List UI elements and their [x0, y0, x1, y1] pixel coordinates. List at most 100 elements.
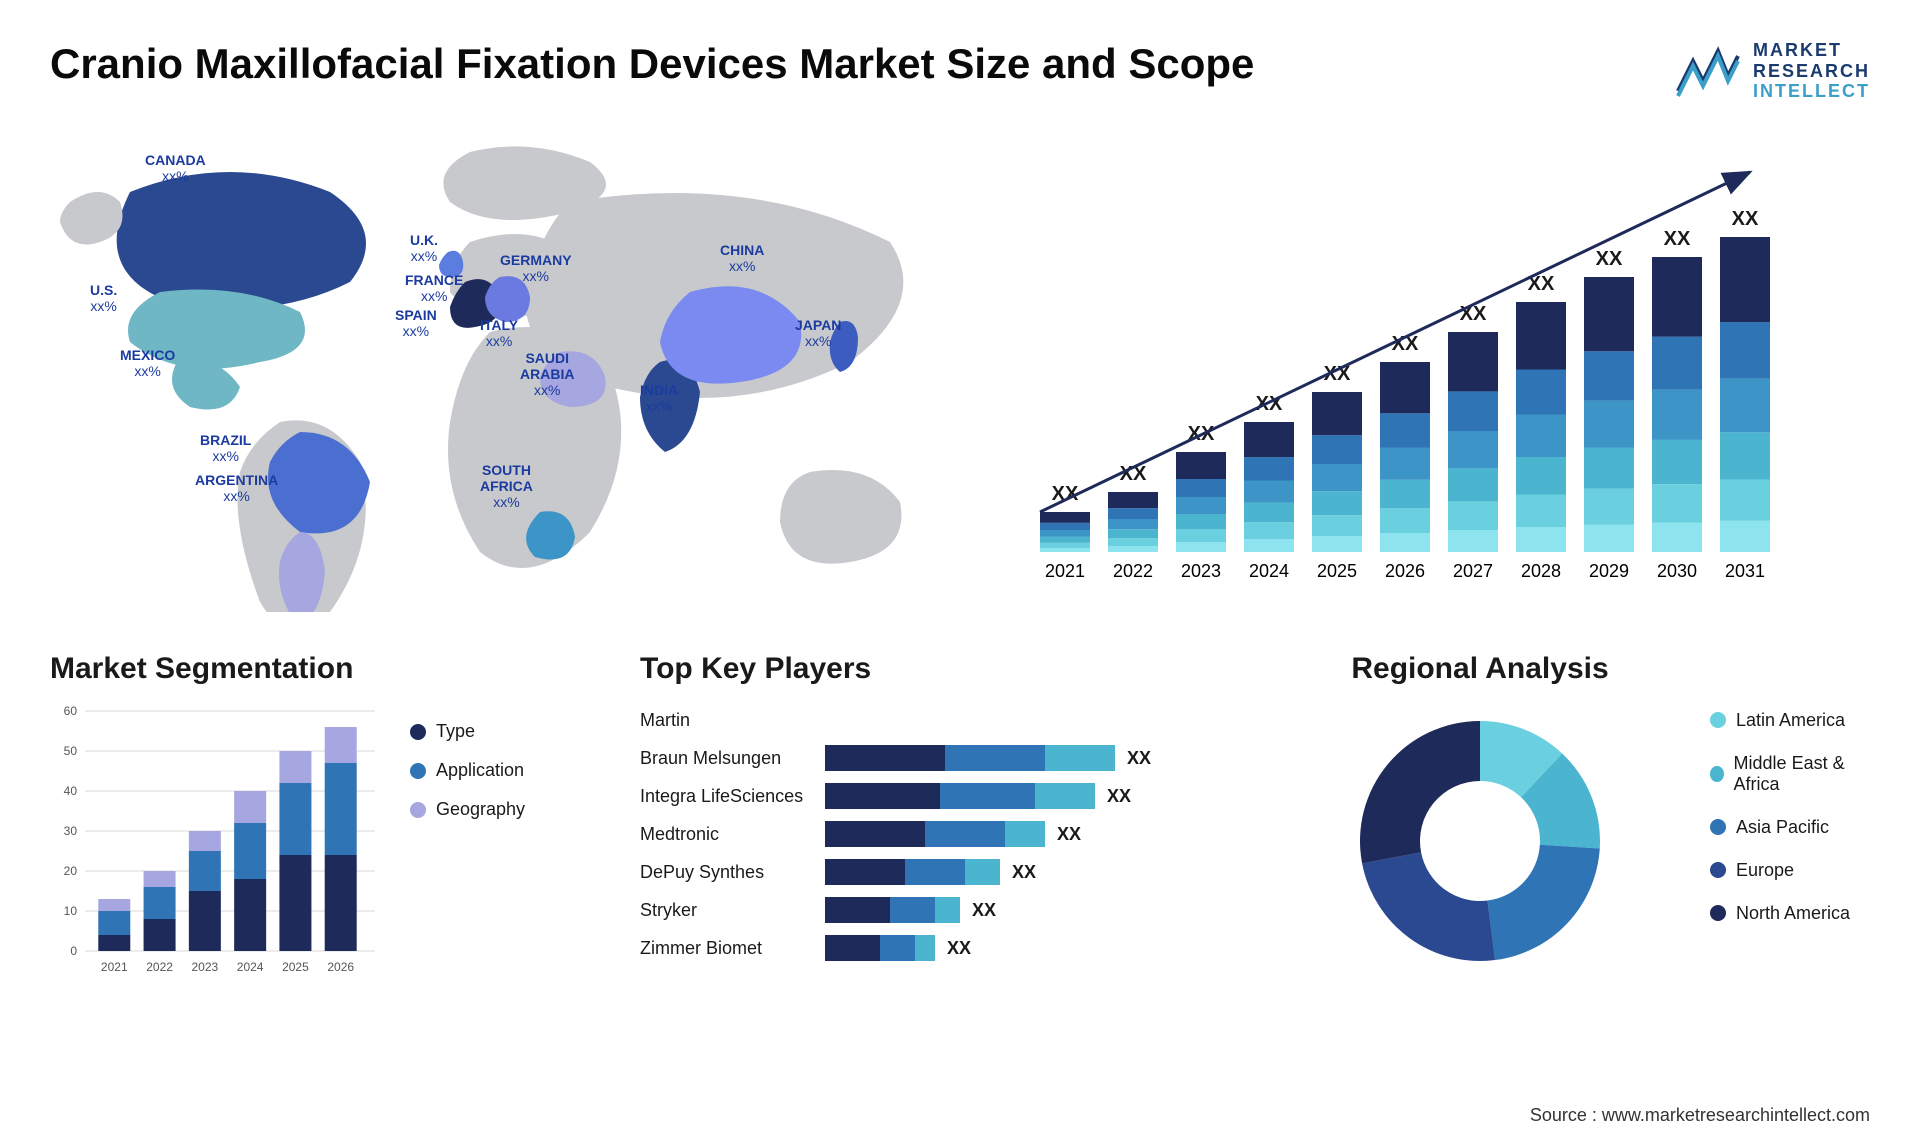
- svg-text:XX: XX: [1460, 303, 1487, 325]
- svg-text:2028: 2028: [1521, 561, 1561, 581]
- brand-logo: MARKET RESEARCH INTELLECT: [1673, 40, 1870, 102]
- svg-text:2023: 2023: [1181, 561, 1221, 581]
- svg-text:0: 0: [70, 944, 77, 958]
- segmentation-title: Market Segmentation: [50, 652, 610, 686]
- player-bar-segment: [905, 859, 965, 885]
- logo-line1: MARKET: [1753, 40, 1870, 61]
- map-label-spain: SPAINxx%: [395, 307, 437, 339]
- map-label-germany: GERMANYxx%: [500, 252, 572, 284]
- svg-text:2026: 2026: [1385, 561, 1425, 581]
- player-value: XX: [1107, 786, 1131, 807]
- svg-text:2030: 2030: [1657, 561, 1697, 581]
- segmentation-legend: Type Application Geography: [410, 721, 525, 981]
- player-bar-segment: [925, 821, 1005, 847]
- player-bar-segment: [825, 783, 940, 809]
- player-bar: [825, 935, 935, 961]
- player-value: XX: [1012, 862, 1036, 883]
- legend-item: Asia Pacific: [1710, 817, 1870, 838]
- map-label-u-s-: U.S.xx%: [90, 282, 117, 314]
- map-label-canada: CANADAxx%: [145, 152, 206, 184]
- legend-label: Type: [436, 721, 475, 742]
- player-row: MedtronicXX: [640, 815, 1260, 853]
- svg-text:20: 20: [64, 864, 78, 878]
- player-bar-segment: [940, 783, 1035, 809]
- player-name: Stryker: [640, 900, 810, 921]
- player-value: XX: [972, 900, 996, 921]
- player-row: Stryker XX: [640, 891, 1260, 929]
- main-bar-chart: XX2021XX2022XX2023XX2024XX2025XX2026XX20…: [1010, 132, 1870, 612]
- legend-item: Middle East & Africa: [1710, 753, 1870, 795]
- market-segmentation-section: Market Segmentation 01020304050602021202…: [50, 652, 610, 981]
- map-label-south-africa: SOUTHAFRICAxx%: [480, 462, 533, 510]
- legend-swatch: [410, 763, 426, 779]
- svg-text:2024: 2024: [237, 960, 264, 974]
- svg-text:2025: 2025: [1317, 561, 1357, 581]
- player-bar-segment: [945, 745, 1045, 771]
- map-label-u-k-: U.K.xx%: [410, 232, 438, 264]
- map-label-japan: JAPANxx%: [795, 317, 841, 349]
- svg-text:40: 40: [64, 784, 78, 798]
- legend-swatch: [410, 724, 426, 740]
- player-name: DePuy Synthes: [640, 862, 810, 883]
- player-bar-segment: [935, 897, 960, 923]
- legend-label: North America: [1736, 903, 1850, 924]
- player-row: Zimmer BiometXX: [640, 929, 1260, 967]
- player-bar: [825, 783, 1095, 809]
- legend-swatch: [1710, 905, 1726, 921]
- legend-label: Application: [436, 760, 524, 781]
- map-label-saudi-arabia: SAUDIARABIAxx%: [520, 350, 574, 398]
- player-name: Martin: [640, 710, 810, 731]
- player-bar-segment: [1045, 745, 1115, 771]
- legend-swatch: [1710, 862, 1726, 878]
- player-row: Braun Melsungen XX: [640, 739, 1260, 777]
- legend-swatch: [410, 802, 426, 818]
- player-bar-segment: [825, 821, 925, 847]
- svg-text:XX: XX: [1664, 228, 1691, 250]
- map-label-argentina: ARGENTINAxx%: [195, 472, 278, 504]
- svg-text:2024: 2024: [1249, 561, 1289, 581]
- svg-text:2027: 2027: [1453, 561, 1493, 581]
- world-map: CANADAxx% U.S.xx% MEXICOxx% BRAZILxx% ARGENT…: [50, 132, 970, 612]
- player-bar: [825, 897, 960, 923]
- legend-item: Geography: [410, 799, 525, 820]
- map-label-mexico: MEXICOxx%: [120, 347, 175, 379]
- svg-text:50: 50: [64, 744, 78, 758]
- legend-item: Type: [410, 721, 525, 742]
- player-bar-segment: [880, 935, 915, 961]
- svg-text:2025: 2025: [282, 960, 309, 974]
- svg-text:2022: 2022: [1113, 561, 1153, 581]
- legend-swatch: [1710, 712, 1726, 728]
- svg-text:XX: XX: [1732, 208, 1759, 230]
- player-bar-segment: [825, 935, 880, 961]
- legend-label: Europe: [1736, 860, 1794, 881]
- player-bar-segment: [825, 745, 945, 771]
- svg-text:XX: XX: [1596, 248, 1623, 270]
- regional-title: Regional Analysis: [1290, 652, 1670, 686]
- svg-text:2031: 2031: [1725, 561, 1765, 581]
- svg-text:2029: 2029: [1589, 561, 1629, 581]
- legend-label: Latin America: [1736, 710, 1845, 731]
- player-bar: [825, 859, 1000, 885]
- legend-swatch: [1710, 819, 1726, 835]
- player-value: XX: [1057, 824, 1081, 845]
- player-bar-segment: [965, 859, 1000, 885]
- player-row: DePuy Synthes XX: [640, 853, 1260, 891]
- player-row: Integra LifeSciencesXX: [640, 777, 1260, 815]
- player-value: XX: [1127, 748, 1151, 769]
- svg-text:10: 10: [64, 904, 78, 918]
- player-row: Martin: [640, 701, 1260, 739]
- page-title: Cranio Maxillofacial Fixation Devices Ma…: [50, 40, 1254, 88]
- map-label-brazil: BRAZILxx%: [200, 432, 251, 464]
- svg-text:2021: 2021: [101, 960, 128, 974]
- regional-analysis-section: Regional Analysis Latin America Middle Ea…: [1290, 652, 1870, 981]
- logo-line3: INTELLECT: [1753, 81, 1870, 102]
- player-bar-segment: [825, 859, 905, 885]
- player-bar-segment: [1035, 783, 1095, 809]
- player-bar-segment: [825, 897, 890, 923]
- svg-text:2021: 2021: [1045, 561, 1085, 581]
- regional-legend: Latin America Middle East & Africa Asia Pa…: [1710, 710, 1870, 924]
- player-name: Braun Melsungen: [640, 748, 810, 769]
- player-value: XX: [947, 938, 971, 959]
- map-label-france: FRANCExx%: [405, 272, 463, 304]
- logo-icon: [1673, 41, 1743, 101]
